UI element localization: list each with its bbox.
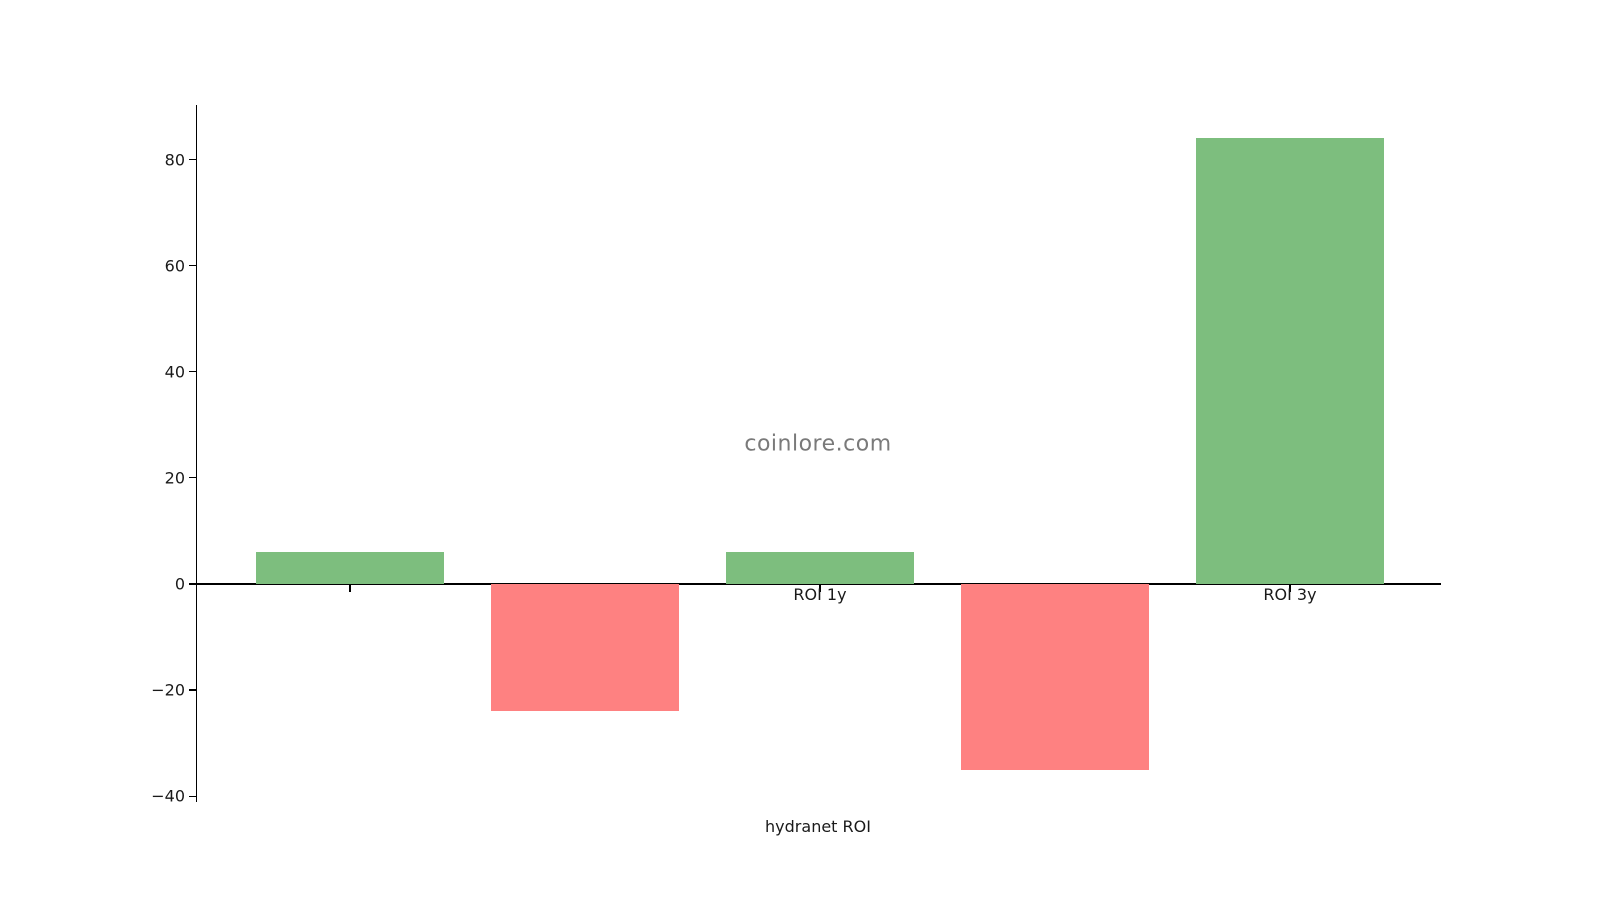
y-axis-spine xyxy=(195,105,197,802)
x-tick-label: ROI 1y xyxy=(793,584,847,604)
bar-roi-3y xyxy=(1196,138,1384,584)
y-tick-label: 80 xyxy=(164,150,185,170)
bar-roi-1y xyxy=(726,552,914,584)
y-tick-mark xyxy=(189,795,196,797)
y-tick-mark xyxy=(189,159,196,161)
y-tick-mark xyxy=(189,477,196,479)
y-tick-label: 40 xyxy=(164,362,185,382)
x-axis-zero-line xyxy=(196,583,1441,585)
x-tick-mark xyxy=(1289,583,1291,592)
y-tick-mark xyxy=(189,265,196,267)
x-tick-label: ROI 3y xyxy=(1263,584,1317,604)
y-tick-label: 60 xyxy=(164,256,185,276)
y-tick-mark xyxy=(189,371,196,373)
y-tick-label: −20 xyxy=(151,680,185,700)
y-tick-mark xyxy=(189,689,196,691)
bar-category-3 xyxy=(961,583,1149,770)
watermark-text: coinlore.com xyxy=(744,431,892,457)
x-tick-mark xyxy=(349,583,351,592)
x-axis-title: hydranet ROI xyxy=(765,817,871,836)
y-tick-label: 0 xyxy=(174,574,185,594)
bar-category-1 xyxy=(491,583,679,712)
y-tick-mark xyxy=(189,583,196,585)
x-tick-mark xyxy=(819,583,821,592)
y-tick-label: 20 xyxy=(164,468,185,488)
y-tick-label: −40 xyxy=(151,786,185,806)
bar-category-0 xyxy=(256,552,444,584)
